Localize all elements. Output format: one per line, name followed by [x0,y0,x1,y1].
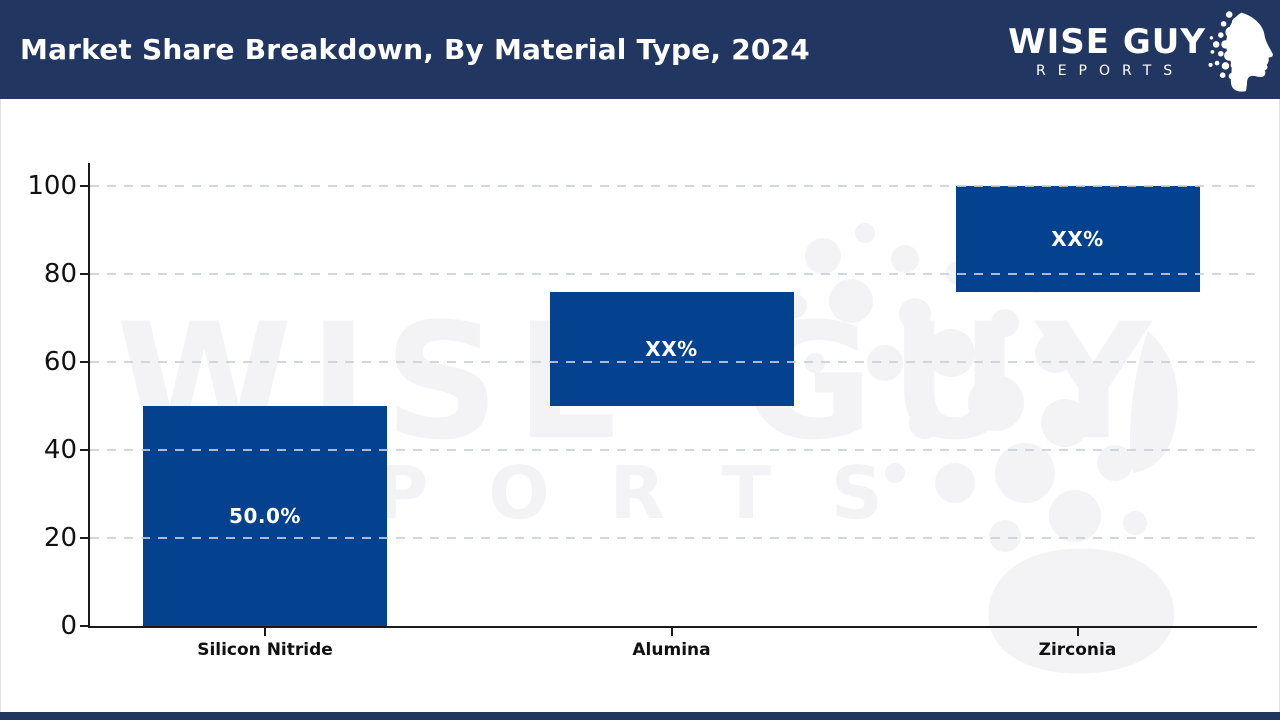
y-tick-label: 0 [60,611,77,641]
x-tick-mark [670,628,673,636]
h-gridline [90,449,1257,451]
y-tick-label: 20 [43,523,77,553]
h-gridline [90,361,1257,363]
footer-brand-strip [0,712,1280,720]
y-tick-mark [80,537,89,539]
bar [549,291,794,406]
page-title: Market Share Breakdown, By Material Type… [20,33,810,66]
x-category-label: Silicon Nitride [197,640,333,660]
x-axis-spine [88,626,1257,628]
chart-area: WISE GUY REPORTS 0 20 40 60 80 100 50.0% XX% XX%… [0,99,1280,712]
y-tick-mark [80,185,89,187]
bar-value-label: XX% [1051,226,1104,251]
h-gridline [90,273,1257,275]
y-tick-label: 100 [27,171,77,201]
watermark-face-icon [783,223,1178,674]
y-tick-mark [80,361,89,363]
x-category-label: Alumina [632,640,711,660]
y-tick-label: 80 [43,259,77,289]
bar [143,406,387,626]
h-gridline [90,537,1257,539]
y-tick-label: 60 [43,347,77,377]
bar-value-label: 50.0% [229,504,301,528]
wiseguy-logo: WISE GUY REPORTS [1008,4,1274,96]
logo-wordmark: WISE GUY [1008,22,1206,62]
wiseguy-face-icon [1208,11,1273,92]
y-tick-mark [80,625,89,627]
logo-text: WISE GUY REPORTS [1008,24,1206,80]
y-tick-mark [80,273,89,275]
x-tick-mark [264,628,266,636]
y-axis-spine [88,163,90,628]
y-tick-label: 40 [43,435,77,465]
x-category-label: Zirconia [1038,640,1117,660]
header-bar: Market Share Breakdown, By Material Type… [0,0,1280,99]
x-tick-mark [1076,628,1079,636]
y-tick-mark [80,449,89,451]
bar-value-label: XX% [645,336,698,361]
logo-subtitle: REPORTS [1035,63,1185,79]
h-gridline [90,185,1257,187]
